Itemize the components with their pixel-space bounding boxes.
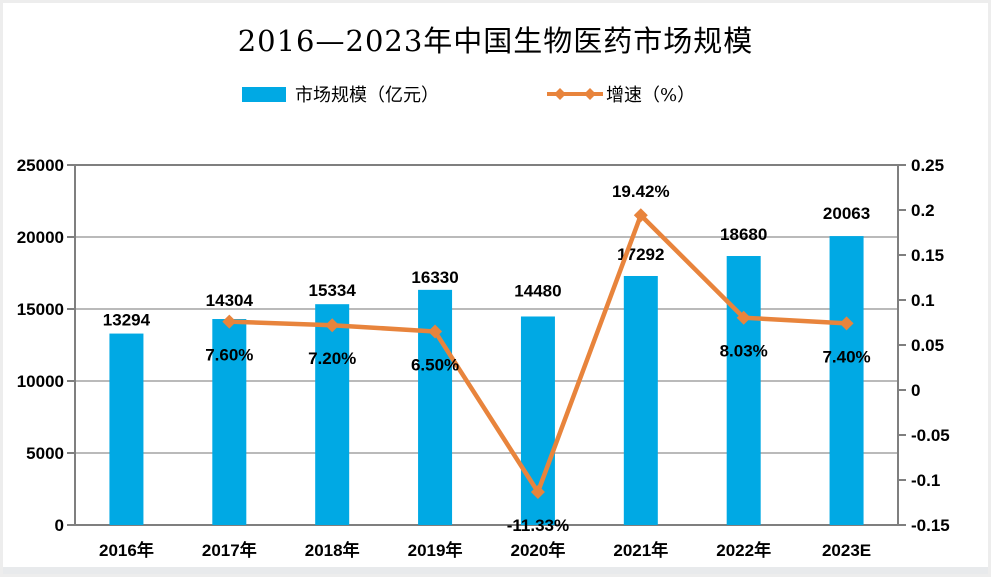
- legend-label-market-size: 市场规模（亿元）: [295, 85, 439, 106]
- legend: 市场规模（亿元） 增速（%）: [0, 84, 991, 106]
- left-tick-label: 25000: [17, 156, 64, 175]
- chart-title: 2016—2023年中国生物医药市场规模: [237, 24, 754, 58]
- growth-value-label: 19.42%: [612, 182, 670, 201]
- bar-value-label: 18680: [720, 225, 767, 244]
- bottom-strip: [0, 567, 991, 577]
- right-tick-label: -0.15: [911, 516, 950, 535]
- growth-value-label: 7.40%: [822, 347, 870, 366]
- bar-value-label: 20063: [823, 204, 870, 223]
- growth-value-label: 7.60%: [205, 346, 253, 365]
- growth-value-label: 8.03%: [720, 342, 768, 361]
- x-tick-label: 2023E: [822, 541, 871, 560]
- growth-value-label: 6.50%: [411, 355, 459, 374]
- line-marker-diamond: [633, 208, 648, 223]
- right-tick-label: 0.1: [911, 291, 935, 310]
- right-tick-label: 0.15: [911, 246, 944, 265]
- right-tick-label: 0: [911, 381, 920, 400]
- line-marker-diamond: [428, 324, 443, 339]
- bar-value-label: 15334: [309, 281, 357, 300]
- bar-value-label: 16330: [411, 268, 458, 287]
- bar: [623, 275, 658, 525]
- left-tick-label: 15000: [17, 300, 64, 319]
- left-tick-label: 0: [55, 516, 64, 535]
- x-tick-label: 2017年: [202, 540, 257, 560]
- plot-border: [74, 164, 899, 526]
- x-tick-label: 2022年: [716, 540, 771, 560]
- legend-item-market-size: 市场规模（亿元）: [242, 84, 439, 106]
- right-tick-label: -0.05: [911, 426, 950, 445]
- line-marker-diamond: [530, 484, 545, 499]
- left-tick-label: 20000: [17, 228, 64, 247]
- x-tick-label: 2016年: [99, 540, 154, 560]
- right-tick-label: -0.1: [911, 471, 940, 490]
- right-tick-label: 0.2: [911, 201, 935, 220]
- x-tick-label: 2021年: [613, 540, 668, 560]
- line-marker-diamond: [222, 314, 237, 329]
- line-marker-diamond: [736, 310, 751, 325]
- legend-item-growth: 增速（%）: [547, 84, 696, 106]
- legend-label-growth: 增速（%）: [606, 85, 696, 106]
- line-diamond-legend-swatch: [547, 88, 603, 100]
- line-marker-diamond: [839, 316, 854, 331]
- line-marker-diamond: [325, 318, 340, 333]
- bar-value-label: 14304: [206, 291, 254, 310]
- x-tick-label: 2020年: [511, 540, 566, 560]
- bar: [726, 256, 761, 525]
- bar: [109, 333, 144, 525]
- bar-value-label: 13294: [103, 311, 151, 330]
- right-tick-label: 0.05: [911, 336, 944, 355]
- bar: [212, 319, 247, 525]
- bar-legend-swatch: [242, 86, 286, 102]
- growth-value-label: -11.33%: [507, 516, 569, 535]
- left-tick-label: 5000: [26, 444, 64, 463]
- left-tick-label: 10000: [17, 372, 64, 391]
- bar: [315, 304, 350, 525]
- bar: [829, 236, 864, 525]
- x-tick-label: 2019年: [408, 540, 463, 560]
- bar-value-label: 14480: [514, 281, 561, 300]
- growth-value-label: 7.20%: [308, 349, 356, 368]
- right-tick-label: 0.25: [911, 156, 944, 175]
- x-tick-label: 2018年: [305, 540, 360, 560]
